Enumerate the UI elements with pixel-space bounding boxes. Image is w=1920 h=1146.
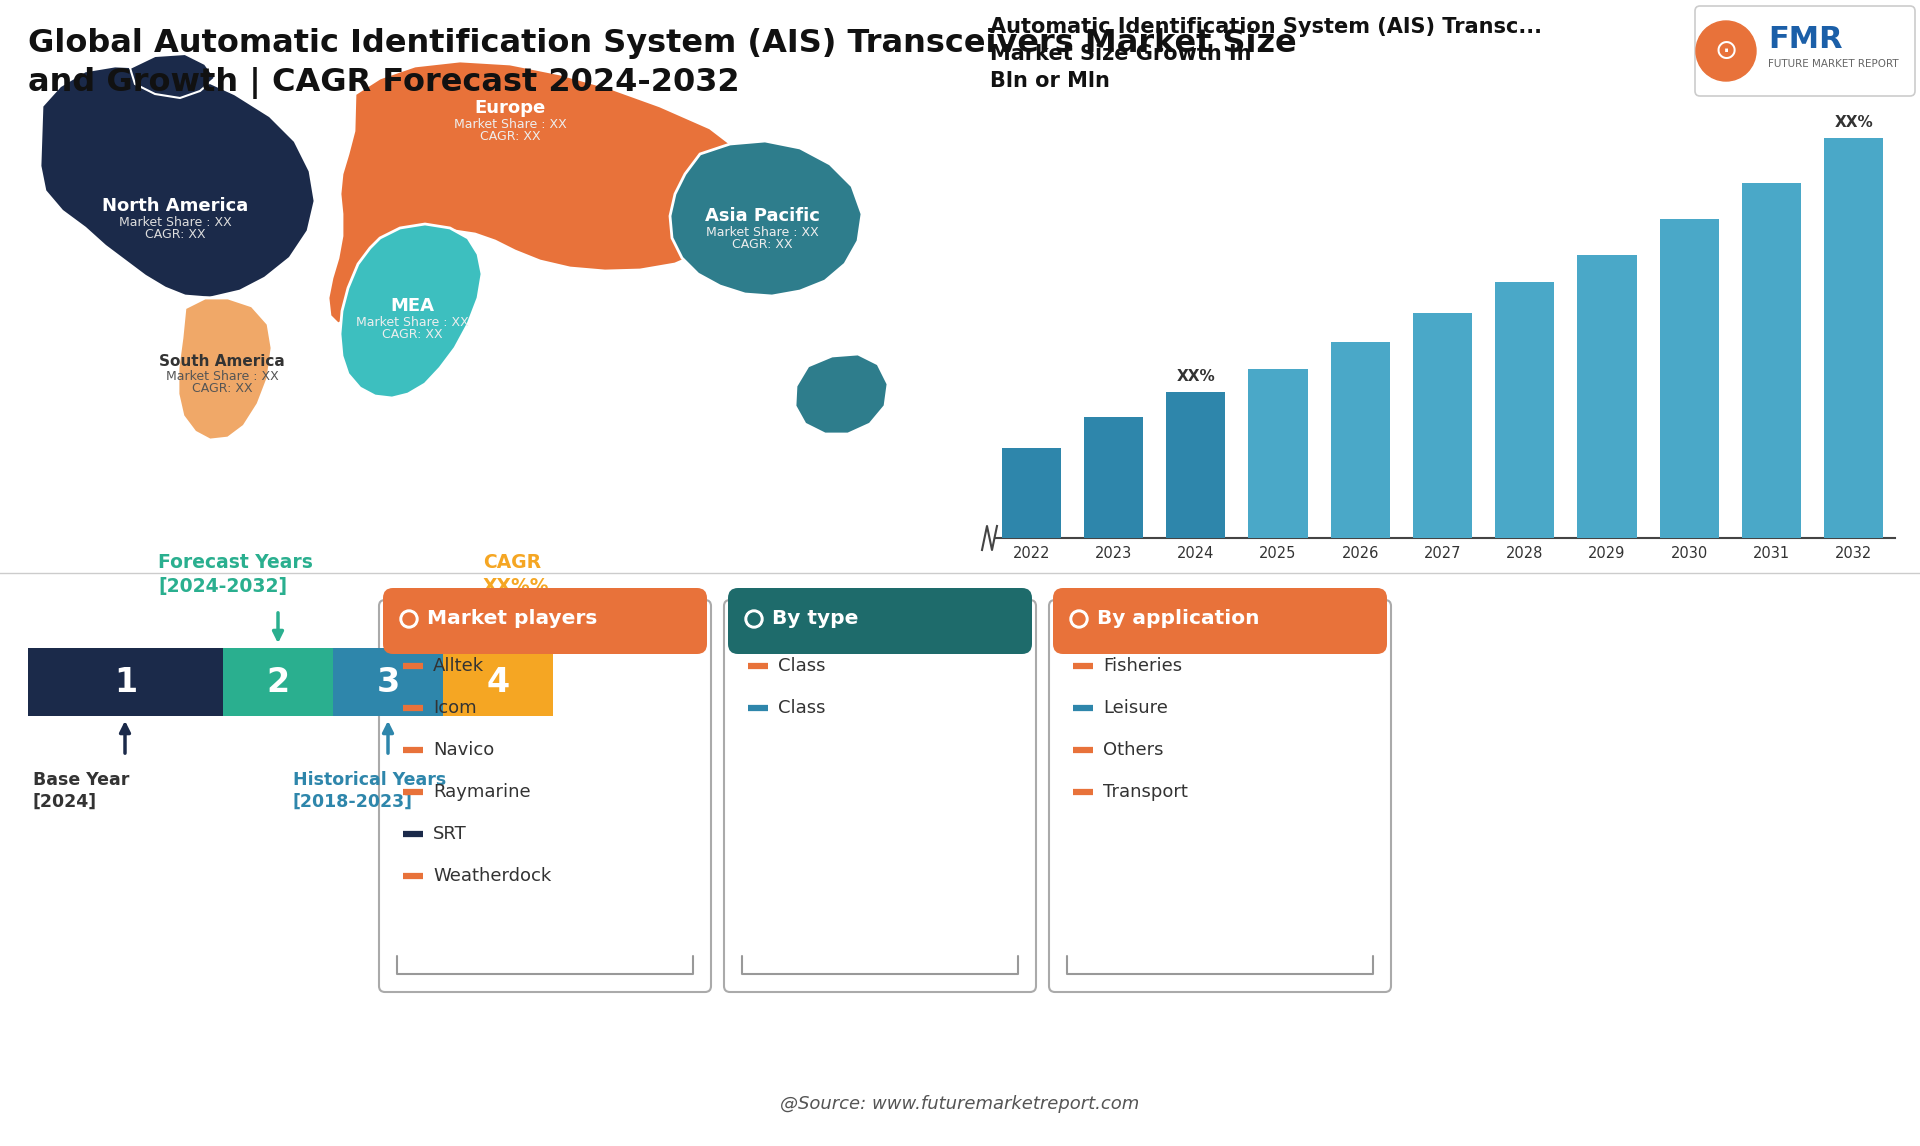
Text: Forecast Years
[2024-2032]: Forecast Years [2024-2032] — [157, 554, 313, 596]
FancyBboxPatch shape — [1083, 417, 1142, 537]
Polygon shape — [340, 223, 482, 398]
Circle shape — [749, 613, 760, 625]
Text: North America: North America — [102, 197, 248, 215]
Text: CAGR: XX: CAGR: XX — [192, 383, 252, 395]
Text: 1: 1 — [113, 666, 136, 699]
Text: CAGR: XX: CAGR: XX — [480, 129, 540, 142]
Text: Icom: Icom — [434, 699, 476, 717]
Text: Raymarine: Raymarine — [434, 783, 530, 801]
Text: Market Share : XX: Market Share : XX — [119, 215, 232, 228]
Text: CAGR: XX: CAGR: XX — [382, 328, 442, 340]
Text: Europe: Europe — [474, 99, 545, 117]
Text: CAGR
XX%%: CAGR XX%% — [484, 554, 549, 596]
FancyBboxPatch shape — [1165, 392, 1225, 537]
Text: South America: South America — [159, 353, 284, 369]
Circle shape — [399, 610, 419, 628]
Circle shape — [1073, 613, 1085, 625]
Text: 2023: 2023 — [1094, 545, 1133, 562]
FancyBboxPatch shape — [1578, 254, 1636, 537]
Text: 2028: 2028 — [1505, 545, 1544, 562]
Polygon shape — [670, 141, 862, 296]
Text: Automatic Identification System (AIS) Transc...
Market Size Growth In
Bln or Mln: Automatic Identification System (AIS) Tr… — [991, 16, 1542, 91]
Text: Historical Years
[2018-2023]: Historical Years [2018-2023] — [294, 771, 445, 811]
Text: 2027: 2027 — [1425, 545, 1461, 562]
Text: Navico: Navico — [434, 741, 493, 759]
Text: Alltek: Alltek — [434, 657, 484, 675]
Text: 2022: 2022 — [1012, 545, 1050, 562]
FancyBboxPatch shape — [1048, 601, 1390, 992]
FancyBboxPatch shape — [444, 647, 553, 716]
FancyBboxPatch shape — [382, 588, 707, 654]
FancyBboxPatch shape — [1741, 183, 1801, 537]
Text: 2025: 2025 — [1260, 545, 1296, 562]
FancyBboxPatch shape — [1331, 342, 1390, 537]
Text: Class: Class — [778, 657, 826, 675]
Polygon shape — [795, 354, 887, 434]
Text: Market Share : XX: Market Share : XX — [355, 315, 468, 329]
Text: XX%: XX% — [1177, 369, 1215, 384]
Polygon shape — [40, 66, 315, 298]
FancyBboxPatch shape — [378, 601, 710, 992]
Text: Market Share : XX: Market Share : XX — [707, 226, 818, 238]
Circle shape — [403, 613, 415, 625]
Text: 2029: 2029 — [1588, 545, 1626, 562]
Text: Asia Pacific: Asia Pacific — [705, 207, 820, 225]
Text: 2030: 2030 — [1670, 545, 1709, 562]
Text: @Source: www.futuremarketreport.com: @Source: www.futuremarketreport.com — [780, 1094, 1140, 1113]
Text: Market players: Market players — [426, 610, 597, 628]
Text: Weatherdock: Weatherdock — [434, 868, 551, 885]
FancyBboxPatch shape — [728, 588, 1033, 654]
Text: Fisheries: Fisheries — [1102, 657, 1183, 675]
Text: Leisure: Leisure — [1102, 699, 1167, 717]
FancyBboxPatch shape — [1496, 282, 1555, 537]
Polygon shape — [328, 61, 755, 324]
Text: Class: Class — [778, 699, 826, 717]
FancyBboxPatch shape — [29, 647, 223, 716]
Text: By application: By application — [1096, 610, 1260, 628]
Text: By type: By type — [772, 610, 858, 628]
FancyBboxPatch shape — [1695, 6, 1914, 96]
Text: CAGR: XX: CAGR: XX — [732, 237, 793, 251]
Text: Market Share : XX: Market Share : XX — [453, 118, 566, 131]
FancyBboxPatch shape — [1248, 369, 1308, 537]
Circle shape — [745, 610, 762, 628]
Text: SRT: SRT — [434, 825, 467, 843]
Text: Base Year
[2024]: Base Year [2024] — [33, 771, 129, 811]
Text: XX%: XX% — [1834, 115, 1874, 129]
Text: 2: 2 — [267, 666, 290, 699]
Polygon shape — [131, 54, 215, 99]
FancyBboxPatch shape — [1002, 448, 1060, 537]
Text: 4: 4 — [486, 666, 509, 699]
FancyBboxPatch shape — [1824, 138, 1884, 537]
Text: Global Automatic Identification System (AIS) Transceivers Market Size
and Growth: Global Automatic Identification System (… — [29, 28, 1296, 100]
Text: 2032: 2032 — [1836, 545, 1872, 562]
FancyBboxPatch shape — [1413, 313, 1473, 537]
Text: 2026: 2026 — [1342, 545, 1379, 562]
FancyBboxPatch shape — [724, 601, 1037, 992]
FancyBboxPatch shape — [223, 647, 332, 716]
Text: Market Share : XX: Market Share : XX — [165, 370, 278, 384]
Text: Others: Others — [1102, 741, 1164, 759]
Text: 2031: 2031 — [1753, 545, 1789, 562]
Text: CAGR: XX: CAGR: XX — [144, 228, 205, 241]
Text: ⊙: ⊙ — [1715, 37, 1738, 65]
Text: Transport: Transport — [1102, 783, 1188, 801]
Polygon shape — [179, 298, 273, 440]
FancyBboxPatch shape — [1052, 588, 1386, 654]
FancyBboxPatch shape — [1659, 219, 1718, 537]
Circle shape — [1069, 610, 1089, 628]
Text: 3: 3 — [376, 666, 399, 699]
Text: 2024: 2024 — [1177, 545, 1213, 562]
Circle shape — [1695, 21, 1757, 81]
Text: FUTURE MARKET REPORT: FUTURE MARKET REPORT — [1768, 58, 1899, 69]
FancyBboxPatch shape — [332, 647, 444, 716]
Text: FMR: FMR — [1768, 25, 1843, 55]
Text: MEA: MEA — [390, 297, 434, 315]
